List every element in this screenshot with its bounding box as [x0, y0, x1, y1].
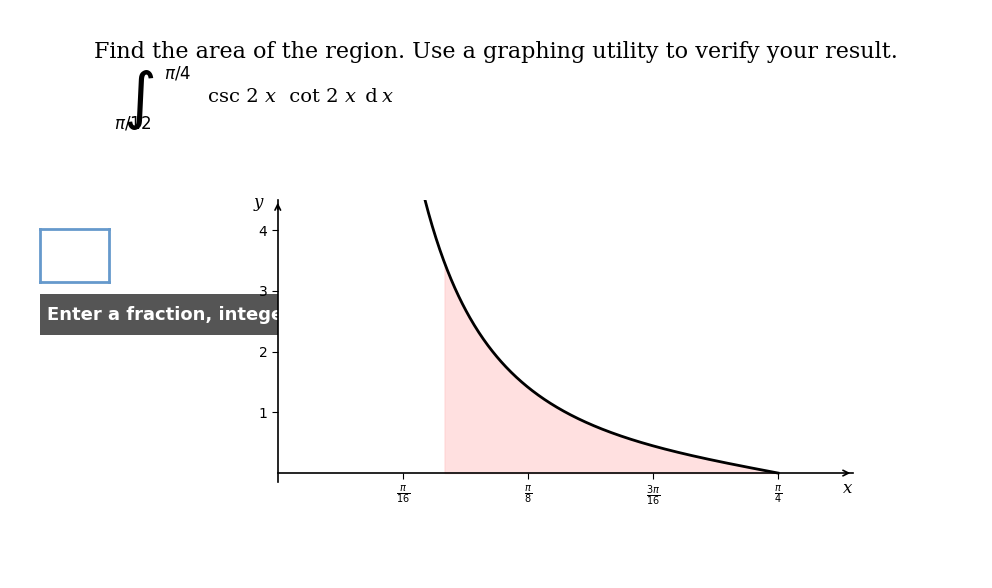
- Text: x: x: [843, 480, 853, 497]
- Text: d: d: [359, 88, 378, 106]
- Text: x: x: [265, 88, 276, 106]
- Text: $\pi/12$: $\pi/12$: [114, 115, 151, 132]
- Text: Find the area of the region. Use a graphing utility to verify your result.: Find the area of the region. Use a graph…: [94, 41, 898, 63]
- Text: x: x: [382, 88, 393, 106]
- Text: Enter a fraction, integer, or exact decimal. Do not approximate.: Enter a fraction, integer, or exact deci…: [47, 306, 691, 323]
- Text: x: x: [345, 88, 356, 106]
- Text: $\int$: $\int$: [123, 68, 155, 132]
- Text: cot 2: cot 2: [283, 88, 338, 106]
- Text: $\pi/4$: $\pi/4$: [164, 65, 190, 82]
- Text: csc 2: csc 2: [208, 88, 259, 106]
- Text: y: y: [254, 195, 263, 212]
